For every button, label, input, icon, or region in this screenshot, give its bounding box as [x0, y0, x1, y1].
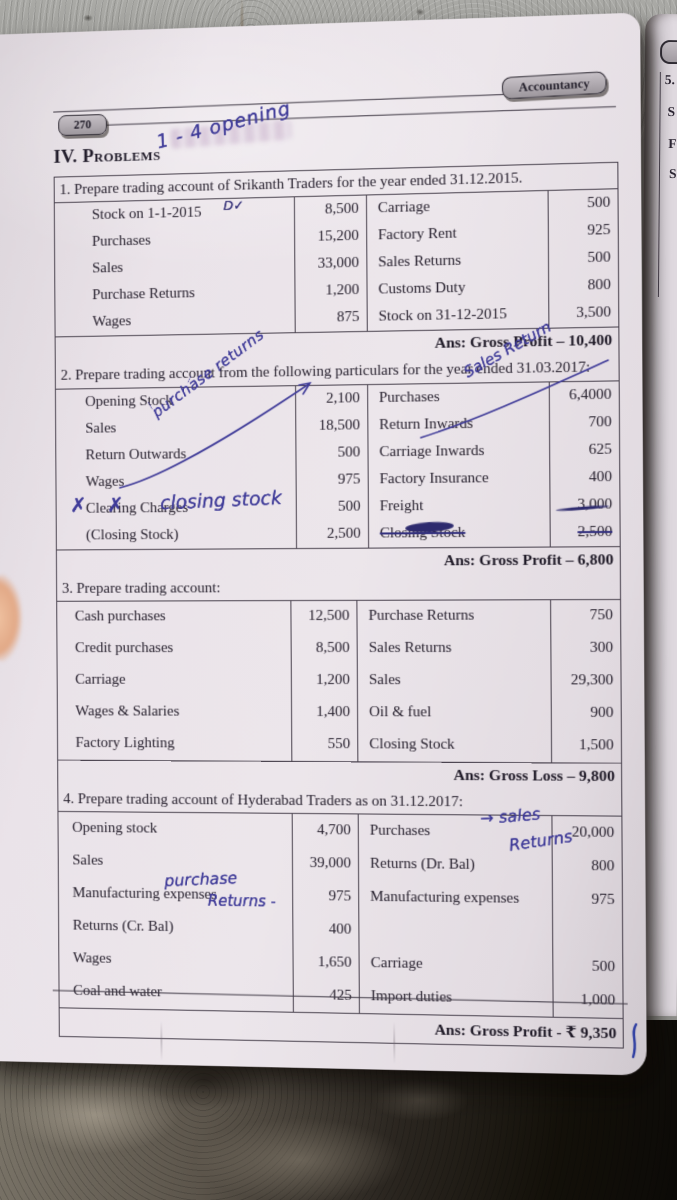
problem-2-answer: Ans: Gross Profit – 6,800 — [443, 550, 614, 569]
item-label: Purchase Returns — [368, 607, 475, 625]
handwritten-returns-left: Returns - — [207, 891, 277, 911]
pen-line-arrow — [109, 376, 319, 496]
adjacent-page-text-fragment: F — [668, 136, 677, 152]
ink-squiggle-bottom — [624, 1020, 647, 1061]
amount: 1,400 — [291, 696, 358, 729]
pen-line — [408, 354, 623, 444]
amount: 1,650 — [293, 945, 360, 980]
adjacent-page-table-border — [657, 71, 661, 297]
item-label: Returns (Cr. Bal) — [72, 917, 174, 936]
cross-out-mark: ✗ — [70, 492, 87, 517]
item-label: Manufacturing expenses — [370, 888, 520, 907]
problem-3-answer: Ans: Gross Loss – 9,800 — [453, 766, 615, 785]
paper-crease — [393, 1021, 396, 1064]
item-label — [359, 914, 553, 950]
item-label: Sales — [368, 672, 401, 689]
table-row: Credit purchases 8,500 Sales Returns 300 — [57, 632, 621, 665]
amount: 875 — [294, 304, 368, 333]
amount: 1,200 — [294, 276, 367, 306]
item-label: Stock on 31-12-2015 — [378, 306, 507, 325]
problem-3-table: Cash purchases 12,500 Purchase Returns 7… — [57, 598, 622, 764]
item-label: Cash purchases — [74, 608, 166, 625]
page-number-badge: 270 — [58, 113, 107, 137]
finger-holding-page — [0, 574, 22, 662]
amount: 300 — [550, 632, 621, 665]
item-label: Sales Returns — [368, 640, 452, 657]
book-title-badge: Accountancy — [501, 71, 607, 100]
item-label: Closing Stock — [379, 524, 466, 542]
amount — [552, 916, 623, 951]
amount: 500 — [552, 949, 623, 985]
section-heading: IV. Problems — [53, 144, 161, 168]
table-row: Cash purchases 12,500 Purchase Returns 7… — [57, 599, 621, 633]
amount: 39,000 — [292, 846, 359, 881]
table-row: (Closing Stock) 2,500 Closing Stock 2,50… — [57, 518, 620, 549]
amount: 400 — [549, 463, 620, 492]
item-label: Opening stock — [72, 819, 158, 837]
textbook-page: Accountancy 270 1 - 4 opening IV. Proble… — [0, 12, 647, 1076]
amount: 4,700 — [292, 813, 359, 848]
amount: 800 — [548, 271, 619, 301]
item-label: Carriage — [370, 955, 423, 972]
amount: 1,500 — [551, 729, 622, 763]
item-label: Oil & fuel — [369, 704, 432, 721]
amount: 500 — [548, 244, 618, 274]
adjacent-page-text-fragment: 5. — [664, 72, 675, 88]
item-label: Closing Stock — [369, 736, 455, 754]
item-label: Customs Duty — [378, 280, 466, 298]
item-label: Wages & Salaries — [75, 703, 180, 720]
amount: 975 — [292, 879, 359, 914]
cross-out-mark: ✗ — [107, 492, 124, 517]
table-row: Wages & Salaries 1,400 Oil & fuel 900 — [58, 696, 621, 730]
item-label: Factory Rent — [377, 225, 457, 244]
item-label: Carriage — [377, 199, 431, 217]
header-rule-bottom — [104, 106, 616, 126]
table-row: Factory Lighting 550 Closing Stock 1,500 — [58, 728, 622, 763]
amount: 975 — [552, 882, 622, 918]
amount: 500 — [296, 492, 369, 521]
item-label: Factory Insurance — [379, 469, 489, 487]
adjacent-page-text-fragment: S — [667, 104, 676, 120]
adjacent-page-badge-fragment — [659, 39, 677, 65]
handwritten-mark-p1: D✓ — [223, 198, 245, 214]
paper-crease — [160, 1021, 163, 1061]
amount: 750 — [550, 599, 621, 633]
item-label: Credit purchases — [74, 640, 174, 657]
problem-3-statement: 3. Prepare trading account: — [61, 579, 221, 597]
item-label: Wages — [72, 950, 112, 967]
amount: 925 — [548, 216, 618, 246]
amount: 3,000 — [549, 490, 620, 519]
table-row: Carriage 1,200 Sales 29,300 — [58, 664, 621, 698]
adjacent-page-text-fragment: S — [668, 166, 677, 182]
amount: 33,000 — [294, 249, 367, 279]
amount: 12,500 — [291, 600, 358, 633]
amount: 800 — [552, 849, 622, 884]
handwritten-purchase: purchase — [163, 868, 238, 891]
amount: 900 — [551, 697, 621, 730]
amount: 15,200 — [294, 222, 367, 252]
amount: 500 — [548, 188, 618, 219]
problems-container: 1. Prepare trading account of Srikanth T… — [53, 161, 624, 1049]
amount: 1,200 — [291, 664, 358, 697]
item-label: Freight — [379, 497, 424, 514]
amount: 8,500 — [294, 195, 367, 225]
amount: 400 — [292, 912, 359, 947]
amount: 2,500 — [550, 518, 620, 547]
amount: 550 — [291, 728, 358, 762]
item-label: Factory Lighting — [75, 735, 175, 752]
item-label: Carriage — [75, 672, 126, 688]
amount: 29,300 — [551, 664, 621, 698]
item-label: Sales Returns — [378, 252, 462, 271]
item-label: (Closing Stock) — [85, 526, 179, 543]
problem-1-table: Stock on 1-1-2015 8,500 Carriage 500 Pur… — [54, 188, 619, 338]
amount: 8,500 — [291, 632, 358, 665]
amount: 2,500 — [296, 520, 369, 549]
amount: 3,500 — [548, 299, 619, 329]
